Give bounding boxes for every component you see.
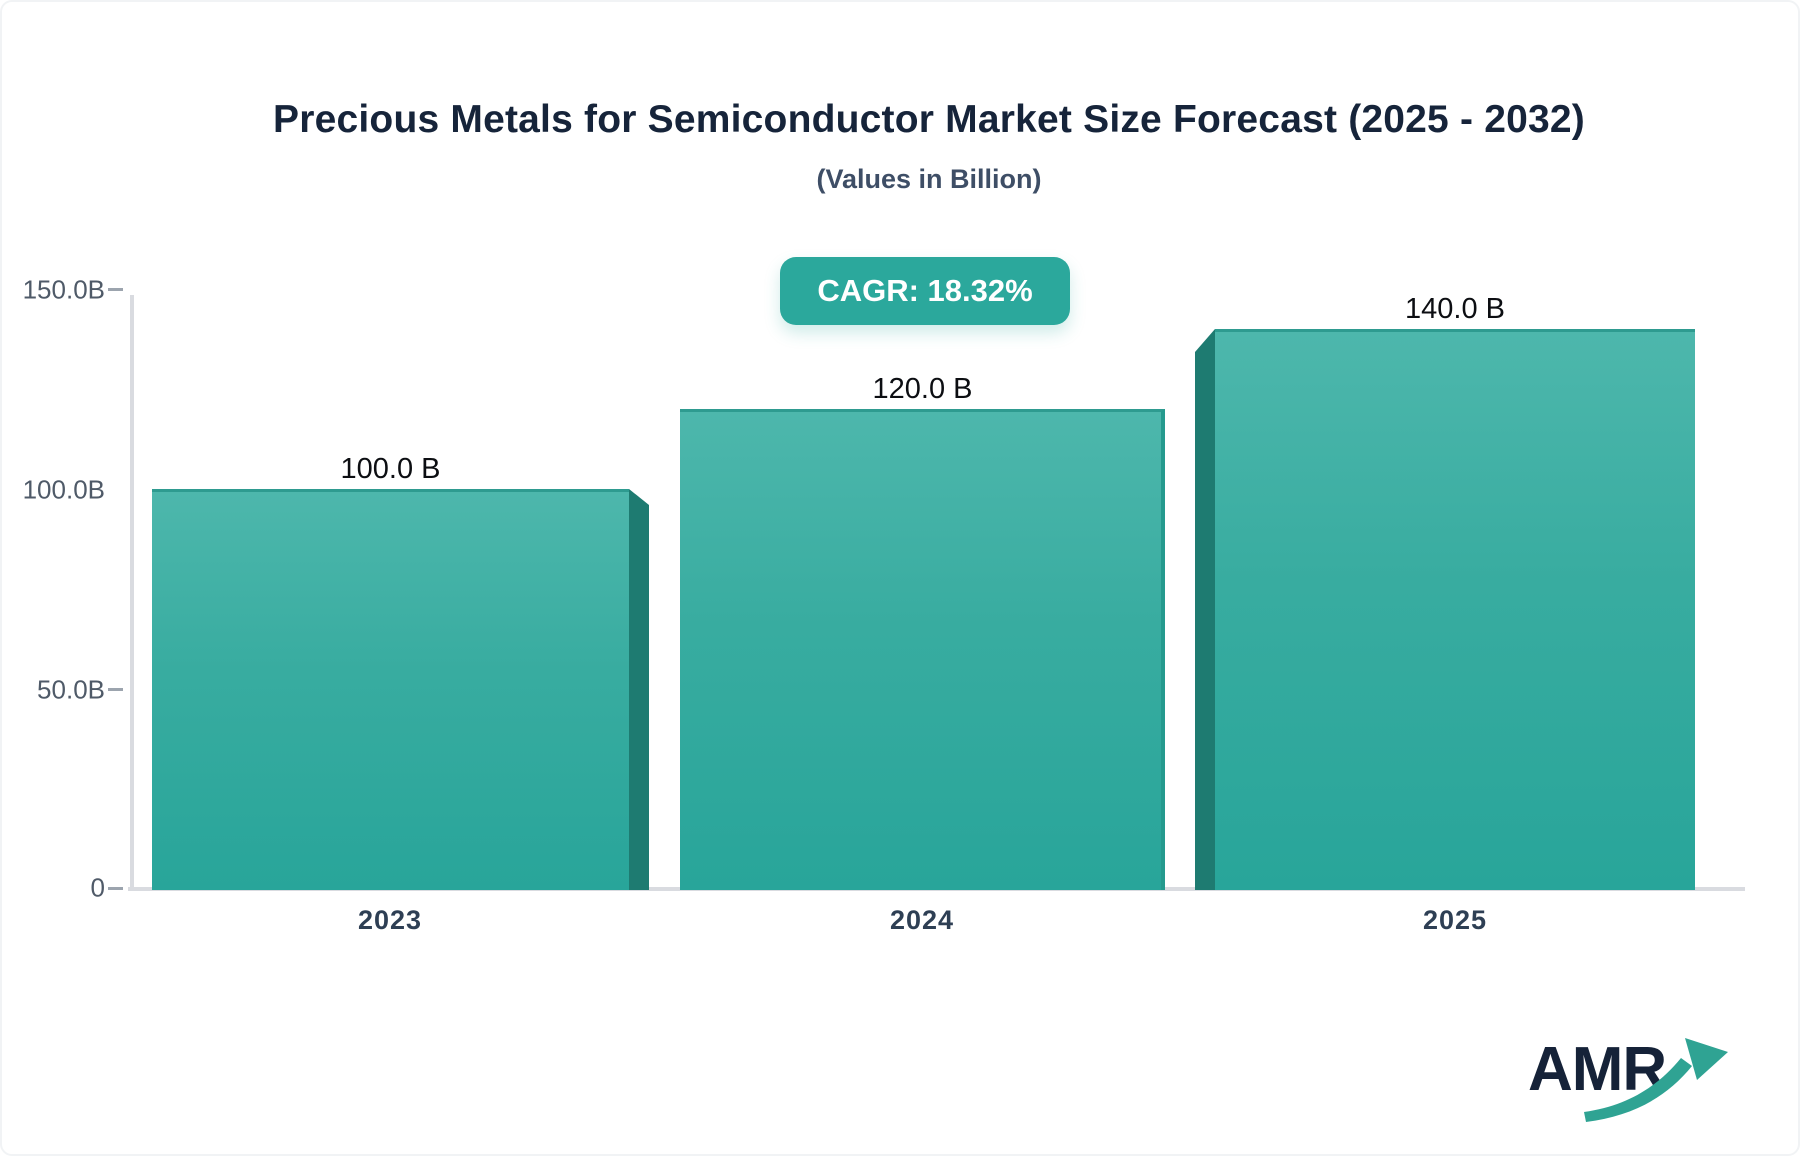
amr-logo: AMR bbox=[1520, 1028, 1740, 1138]
chart-title: Precious Metals for Semiconductor Market… bbox=[273, 98, 1585, 141]
y-tick-label-150: 150.0B bbox=[22, 274, 105, 305]
bar-2024-value-label: 120.0 B bbox=[872, 373, 973, 405]
x-axis-label-2025: 2025 bbox=[1422, 905, 1488, 935]
bar-2023-face bbox=[152, 489, 629, 890]
bar-2024: 120.0 B bbox=[680, 373, 1165, 890]
bar-2025: 140.0 B bbox=[1195, 293, 1695, 890]
y-tick-mark-150 bbox=[108, 288, 123, 291]
bar-2024-face bbox=[680, 409, 1165, 890]
bar-2025-face bbox=[1215, 329, 1695, 890]
y-tick-label-0: 0 bbox=[90, 872, 105, 903]
bar-2023-value-label: 100.0 B bbox=[340, 453, 441, 485]
bar-2023: 100.0 B bbox=[152, 453, 649, 890]
bar-2023-3d-side bbox=[629, 489, 649, 890]
growth-arrow-icon bbox=[1584, 1038, 1728, 1122]
y-tick-label-50: 50.0B bbox=[37, 674, 105, 705]
y-tick-mark-0 bbox=[108, 887, 123, 890]
x-axis-label-2023: 2023 bbox=[357, 905, 423, 935]
y-tick-mark-50 bbox=[108, 688, 123, 691]
bar-2025-3d-side bbox=[1195, 329, 1215, 890]
bar-2025-value-label: 140.0 B bbox=[1405, 293, 1505, 325]
chart-header: Precious Metals for Semiconductor Market… bbox=[2, 2, 1798, 195]
y-axis-line bbox=[130, 295, 134, 890]
chart-subtitle: (Values in Billion) bbox=[816, 164, 1042, 194]
y-tick-label-100: 100.0B bbox=[22, 474, 105, 505]
cagr-badge: CAGR: 18.32% bbox=[780, 257, 1070, 325]
x-axis-label-2024: 2024 bbox=[889, 905, 955, 935]
